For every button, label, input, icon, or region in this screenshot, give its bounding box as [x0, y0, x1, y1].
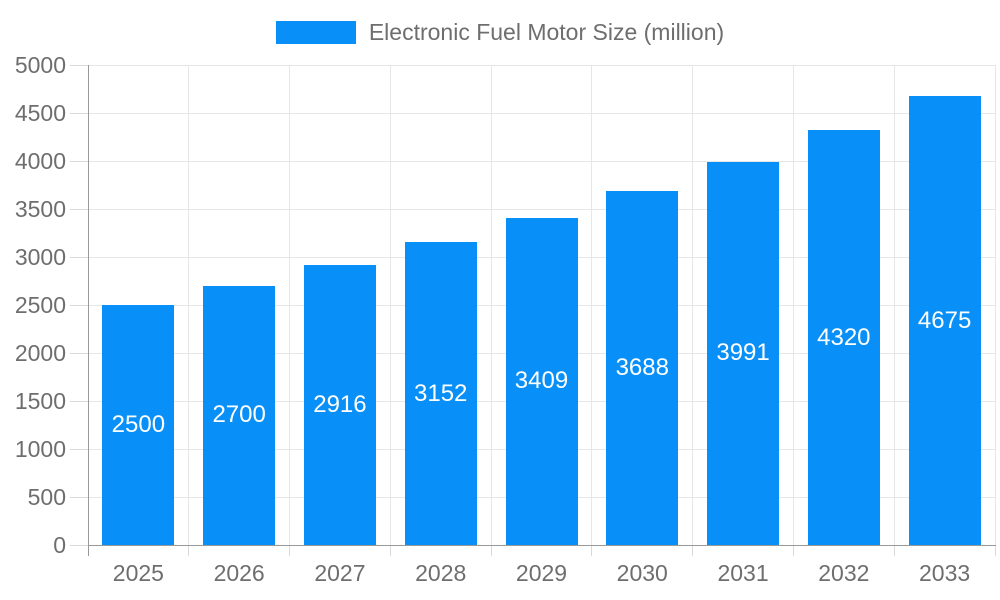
y-axis-label: 2500: [14, 292, 66, 318]
y-axis-tick: [70, 64, 88, 66]
x-axis-label: 2027: [314, 560, 366, 586]
x-axis-label: 2029: [515, 560, 568, 586]
legend-swatch: [275, 21, 356, 44]
gridline-vertical: [893, 65, 895, 545]
legend-item[interactable]: Electronic Fuel Motor Size (million): [275, 19, 725, 46]
gridline-vertical: [289, 65, 291, 545]
y-axis-tick: [70, 496, 88, 498]
x-axis-label: 2031: [717, 560, 769, 586]
y-axis-label: 4500: [14, 100, 66, 126]
bar[interactable]: 4675: [908, 96, 981, 545]
bar[interactable]: 3688: [606, 190, 679, 545]
gridline-horizontal: [88, 112, 995, 114]
x-axis-tick: [692, 545, 694, 556]
x-axis-tick: [188, 545, 190, 556]
gridline-vertical: [994, 65, 996, 545]
bar[interactable]: 2916: [303, 265, 376, 545]
y-axis-label: 2000: [14, 340, 66, 366]
gridline-vertical: [692, 65, 694, 545]
y-axis-tick: [70, 208, 88, 210]
x-axis-label: 2030: [616, 560, 668, 586]
y-axis-tick: [70, 400, 88, 402]
bar-value-label: 3991: [716, 339, 770, 367]
y-axis-tick: [70, 112, 88, 114]
bar[interactable]: 3152: [404, 242, 477, 545]
bar[interactable]: 3409: [505, 217, 578, 545]
bar[interactable]: 2700: [203, 285, 276, 545]
x-axis-tick: [389, 545, 391, 556]
legend: Electronic Fuel Motor Size (million): [0, 19, 1000, 46]
y-axis-label: 1000: [14, 436, 66, 462]
y-axis-label: 3500: [14, 196, 66, 222]
x-axis-tick: [289, 545, 291, 556]
gridline-horizontal: [88, 64, 995, 66]
gridline-horizontal: [88, 208, 995, 210]
x-axis-label: 2026: [213, 560, 265, 586]
x-axis-tick: [792, 545, 794, 556]
y-axis-label: 3000: [14, 244, 66, 270]
x-axis-tick: [994, 545, 996, 556]
x-axis-label: 2025: [112, 560, 164, 586]
y-axis-tick: [70, 304, 88, 306]
x-axis-label: 2032: [818, 560, 870, 586]
bar-value-label: 2916: [313, 391, 367, 419]
y-axis-tick: [70, 256, 88, 258]
x-axis-tick: [893, 545, 895, 556]
bar-value-label: 3688: [615, 353, 669, 381]
bar-value-label: 3152: [414, 379, 468, 407]
x-axis-tick: [591, 545, 593, 556]
y-axis-label: 0: [53, 532, 66, 558]
bar-value-label: 3409: [514, 367, 569, 395]
bar-value-label: 4675: [917, 306, 972, 334]
y-axis-line: [88, 65, 89, 556]
bar[interactable]: 2500: [102, 305, 175, 545]
x-axis-label: 2028: [415, 560, 467, 586]
bar-value-label: 2500: [111, 411, 166, 438]
bar-value-label: 2700: [212, 401, 266, 429]
y-axis-tick: [70, 544, 88, 546]
gridline-vertical: [490, 65, 492, 545]
y-axis-tick: [70, 160, 88, 162]
gridline-vertical: [792, 65, 794, 545]
y-axis-label: 5000: [14, 52, 66, 78]
gridline-vertical: [389, 65, 391, 545]
x-axis-label: 2033: [919, 560, 971, 586]
y-axis-tick: [70, 448, 88, 450]
y-axis-tick: [70, 352, 88, 354]
x-axis-tick: [490, 545, 492, 556]
y-axis-label: 1500: [14, 388, 66, 414]
gridline-horizontal: [88, 160, 995, 162]
bar-value-label: 4320: [817, 323, 871, 351]
gridline-vertical: [591, 65, 593, 545]
y-axis-label: 500: [27, 484, 66, 510]
gridline-vertical: [188, 65, 190, 545]
x-axis-line: [88, 545, 996, 546]
bar[interactable]: 3991: [707, 161, 780, 545]
y-axis-label: 4000: [14, 148, 66, 174]
bar[interactable]: 4320: [807, 130, 880, 545]
legend-series-label: Electronic Fuel Motor Size (million): [368, 19, 725, 45]
